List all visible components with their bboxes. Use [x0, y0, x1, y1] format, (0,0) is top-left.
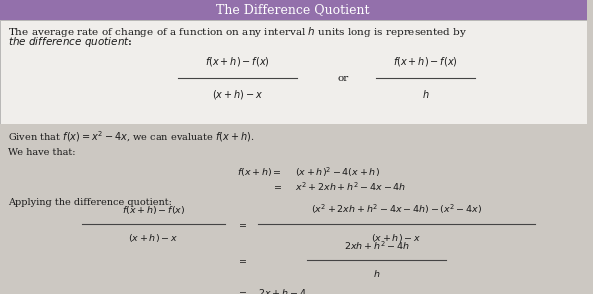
Text: $(x+h)^2 - 4(x+h)$: $(x+h)^2 - 4(x+h)$ — [295, 166, 380, 179]
Text: $\it{the\ difference\ quotient}$:: $\it{the\ difference\ quotient}$: — [8, 35, 132, 49]
Text: $=$: $=$ — [237, 256, 248, 265]
Bar — [0, 124, 587, 264]
Text: $f(x+h) - f(x)$: $f(x+h) - f(x)$ — [122, 204, 185, 216]
Text: The Difference Quotient: The Difference Quotient — [216, 3, 370, 16]
Text: $=$: $=$ — [237, 288, 248, 294]
Text: The average rate of change of a function on any interval $h$ units long is repre: The average rate of change of a function… — [8, 25, 467, 39]
Text: $f(x+h) =$: $f(x+h) =$ — [237, 166, 282, 178]
Text: $=$: $=$ — [272, 182, 283, 191]
Text: Applying the difference quotient:: Applying the difference quotient: — [8, 198, 172, 207]
Text: $f(x+h)-f(x)$: $f(x+h)-f(x)$ — [205, 55, 270, 68]
Text: $=$: $=$ — [237, 220, 248, 229]
Text: $x^2 + 2xh + h^2 - 4x - 4h$: $x^2 + 2xh + h^2 - 4x - 4h$ — [295, 181, 407, 193]
Text: $f(x+h)-f(x)$: $f(x+h)-f(x)$ — [394, 55, 458, 68]
Text: $(x+h) - x$: $(x+h) - x$ — [129, 233, 178, 244]
Text: Given that $f(x) = x^2 - 4x$, we can evaluate $f(x + h)$.: Given that $f(x) = x^2 - 4x$, we can eva… — [8, 129, 254, 144]
Text: or: or — [337, 74, 348, 83]
Text: $h$: $h$ — [422, 88, 430, 100]
Bar — [0, 20, 587, 124]
Bar — [0, 0, 587, 20]
Text: $(x^2 + 2xh + h^2 - 4x - 4h) - (x^2 - 4x)$: $(x^2 + 2xh + h^2 - 4x - 4h) - (x^2 - 4x… — [311, 203, 482, 216]
Text: We have that:: We have that: — [8, 148, 75, 157]
Text: $(x+h)-x$: $(x+h)-x$ — [212, 88, 263, 101]
Text: $(x+h) - x$: $(x+h) - x$ — [371, 233, 421, 244]
Text: $2xh + h^2 - 4h$: $2xh + h^2 - 4h$ — [343, 240, 409, 252]
Text: $2x + h - 4$: $2x + h - 4$ — [257, 287, 306, 294]
Text: $h$: $h$ — [372, 268, 380, 279]
